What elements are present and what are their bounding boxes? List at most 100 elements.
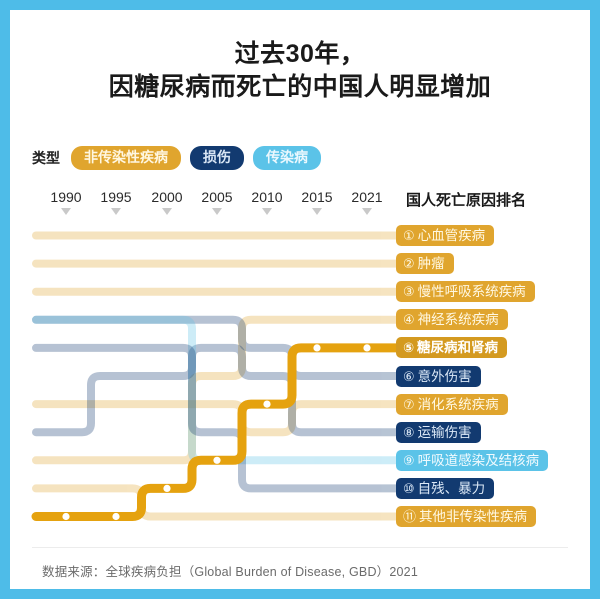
data-point[interactable] — [213, 429, 221, 436]
rank-item-9[interactable]: ⑨ 呼吸道感染及结核病 — [396, 449, 549, 471]
data-point[interactable] — [313, 344, 321, 352]
data-point[interactable] — [112, 457, 120, 464]
rank-item-7[interactable]: ⑦ 消化系统疾病 — [396, 393, 508, 415]
data-point[interactable] — [313, 400, 321, 408]
data-point[interactable] — [213, 316, 221, 323]
rank-item-3[interactable]: ③ 慢性呼吸系统疾病 — [396, 281, 535, 303]
data-point[interactable] — [213, 400, 221, 408]
rank-item-6[interactable]: ⑥ 意外伤害 — [396, 365, 481, 387]
data-point[interactable] — [263, 316, 271, 323]
data-point[interactable] — [163, 457, 171, 464]
data-point[interactable] — [313, 429, 321, 436]
data-point[interactable] — [163, 344, 171, 352]
legend-item-communicable[interactable]: 传染病 — [253, 146, 321, 170]
data-point[interactable] — [62, 512, 70, 521]
data-point[interactable] — [62, 344, 70, 352]
data-point[interactable] — [62, 260, 70, 267]
series-11 — [32, 484, 402, 521]
rank-number-10: ⑩ — [403, 480, 415, 496]
data-point[interactable] — [363, 457, 371, 464]
data-point[interactable] — [313, 372, 321, 380]
data-point[interactable] — [112, 232, 120, 239]
year-label-1995: 1995 — [100, 189, 132, 205]
data-point[interactable] — [263, 372, 271, 380]
data-point[interactable] — [263, 485, 271, 492]
data-point[interactable] — [363, 485, 371, 492]
data-point[interactable] — [363, 232, 371, 239]
data-point[interactable] — [112, 400, 120, 408]
data-point[interactable] — [363, 429, 371, 436]
data-point[interactable] — [263, 400, 271, 408]
data-point[interactable] — [363, 344, 371, 352]
data-point[interactable] — [263, 429, 271, 436]
data-point[interactable] — [263, 232, 271, 239]
data-point[interactable] — [363, 400, 371, 408]
data-point[interactable] — [163, 288, 171, 295]
data-point[interactable] — [112, 316, 120, 323]
rank-label-11: 其他非传染性疾病 — [419, 509, 528, 524]
legend-item-injury[interactable]: 损伤 — [190, 146, 244, 170]
data-point[interactable] — [213, 372, 221, 380]
data-point[interactable] — [62, 485, 70, 492]
data-point[interactable] — [313, 288, 321, 295]
data-point[interactable] — [62, 316, 70, 323]
data-point[interactable] — [263, 260, 271, 267]
data-point[interactable] — [112, 316, 120, 323]
data-point[interactable] — [163, 484, 171, 492]
data-point[interactable] — [163, 400, 171, 408]
legend-title: 类型 — [32, 150, 60, 166]
data-point[interactable] — [213, 344, 221, 352]
rank-item-1[interactable]: ① 心血管疾病 — [396, 225, 495, 246]
data-point[interactable] — [112, 485, 120, 492]
data-point[interactable] — [263, 288, 271, 295]
legend-item-noncommunicable[interactable]: 非传染性疾病 — [71, 146, 181, 170]
data-point[interactable] — [363, 316, 371, 323]
data-point[interactable] — [213, 513, 221, 520]
data-point[interactable] — [62, 232, 70, 239]
data-point[interactable] — [163, 232, 171, 239]
data-point[interactable] — [112, 372, 120, 380]
data-point[interactable] — [163, 372, 171, 380]
rank-item-11[interactable]: ⑪ 其他非传染性疾病 — [396, 506, 537, 527]
data-point[interactable] — [213, 288, 221, 295]
data-point[interactable] — [112, 288, 120, 295]
data-point[interactable] — [62, 400, 70, 408]
data-point[interactable] — [112, 512, 120, 521]
data-point[interactable] — [313, 260, 321, 267]
data-point[interactable] — [263, 457, 271, 464]
bump-chart — [10, 10, 590, 589]
data-point[interactable] — [363, 288, 371, 295]
data-point[interactable] — [62, 288, 70, 295]
data-point[interactable] — [163, 513, 171, 520]
rank-list: ① 心血管疾病 ② 肿瘤 ③ 慢性呼吸系统疾病 ④ 神经系统疾病 ⑤ 糖尿病和肾病 ⑥ 意外伤害 ⑦ 消化… — [10, 10, 590, 589]
year-tick-1990 — [61, 208, 71, 215]
rank-item-8[interactable]: ⑧ 运输伤害 — [396, 421, 481, 443]
data-point[interactable] — [213, 456, 221, 464]
data-point[interactable] — [112, 344, 120, 352]
series-line — [32, 315, 402, 380]
data-point[interactable] — [163, 316, 171, 323]
data-point[interactable] — [363, 372, 371, 380]
data-point[interactable] — [163, 316, 171, 323]
data-point[interactable] — [213, 232, 221, 239]
data-point[interactable] — [313, 316, 321, 323]
data-point[interactable] — [263, 513, 271, 520]
rank-item-4[interactable]: ④ 神经系统疾病 — [396, 309, 508, 331]
data-point[interactable] — [363, 260, 371, 267]
data-point[interactable] — [313, 513, 321, 520]
data-point[interactable] — [112, 260, 120, 267]
data-point[interactable] — [263, 344, 271, 352]
data-point[interactable] — [62, 316, 70, 323]
rank-item-5[interactable]: ⑤ 糖尿病和肾病 — [396, 337, 508, 359]
year-label-2015: 2015 — [301, 189, 333, 205]
data-point[interactable] — [213, 260, 221, 267]
data-point[interactable] — [62, 457, 70, 464]
data-point[interactable] — [313, 232, 321, 239]
rank-item-10[interactable]: ⑩ 自残、暴力 — [396, 477, 495, 499]
data-point[interactable] — [313, 457, 321, 464]
data-point[interactable] — [62, 429, 70, 436]
data-point[interactable] — [363, 513, 371, 520]
data-point[interactable] — [313, 485, 321, 492]
data-point[interactable] — [163, 260, 171, 267]
rank-item-2[interactable]: ② 肿瘤 — [396, 253, 454, 275]
